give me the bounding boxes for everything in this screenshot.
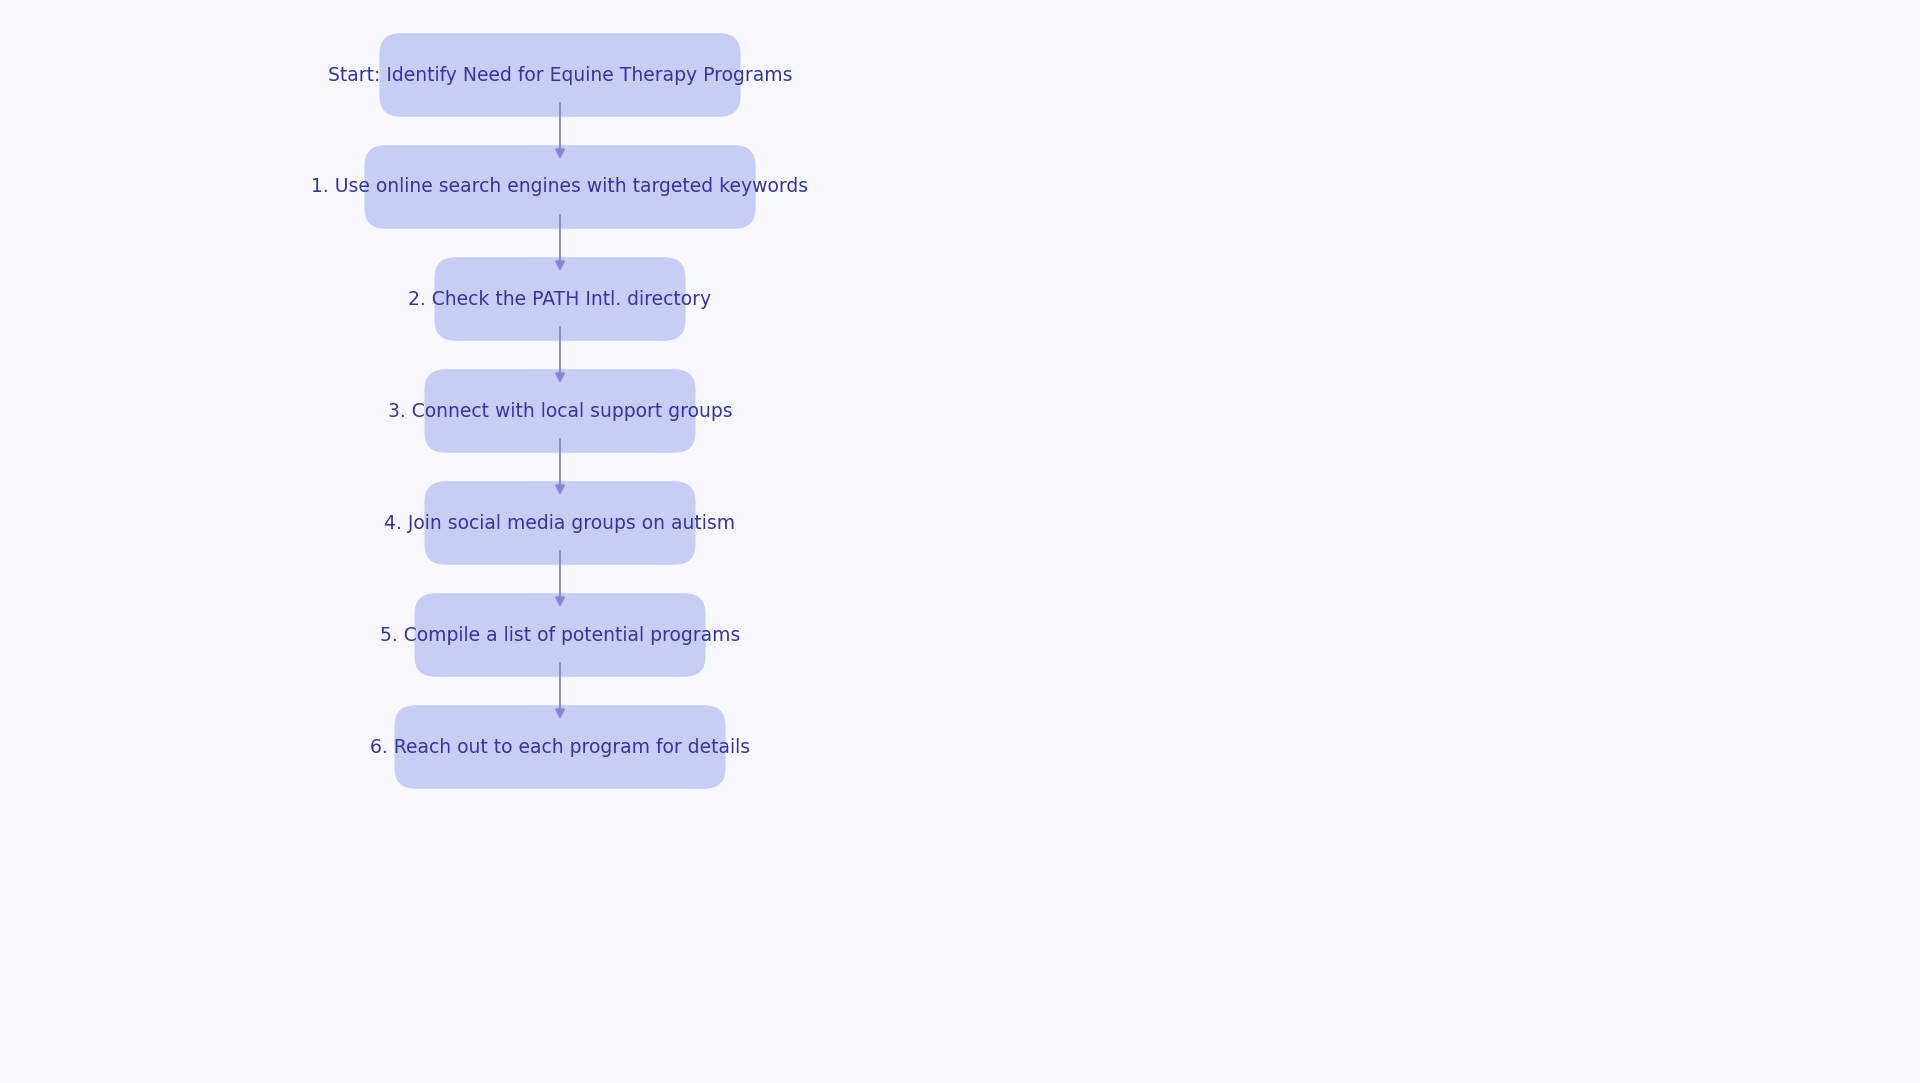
Text: 4. Join social media groups on autism: 4. Join social media groups on autism [384, 513, 735, 533]
Text: 1. Use online search engines with targeted keywords: 1. Use online search engines with target… [311, 178, 808, 196]
Text: 5. Compile a list of potential programs: 5. Compile a list of potential programs [380, 626, 741, 644]
Text: 3. Connect with local support groups: 3. Connect with local support groups [388, 402, 732, 420]
FancyBboxPatch shape [436, 258, 685, 340]
FancyBboxPatch shape [380, 34, 739, 116]
FancyBboxPatch shape [424, 482, 695, 564]
FancyBboxPatch shape [365, 146, 755, 229]
FancyBboxPatch shape [396, 706, 726, 788]
Text: 2. Check the PATH Intl. directory: 2. Check the PATH Intl. directory [409, 289, 712, 309]
FancyBboxPatch shape [424, 369, 695, 453]
Text: Start: Identify Need for Equine Therapy Programs: Start: Identify Need for Equine Therapy … [328, 65, 793, 84]
Text: 6. Reach out to each program for details: 6. Reach out to each program for details [371, 738, 751, 757]
FancyBboxPatch shape [415, 593, 705, 676]
